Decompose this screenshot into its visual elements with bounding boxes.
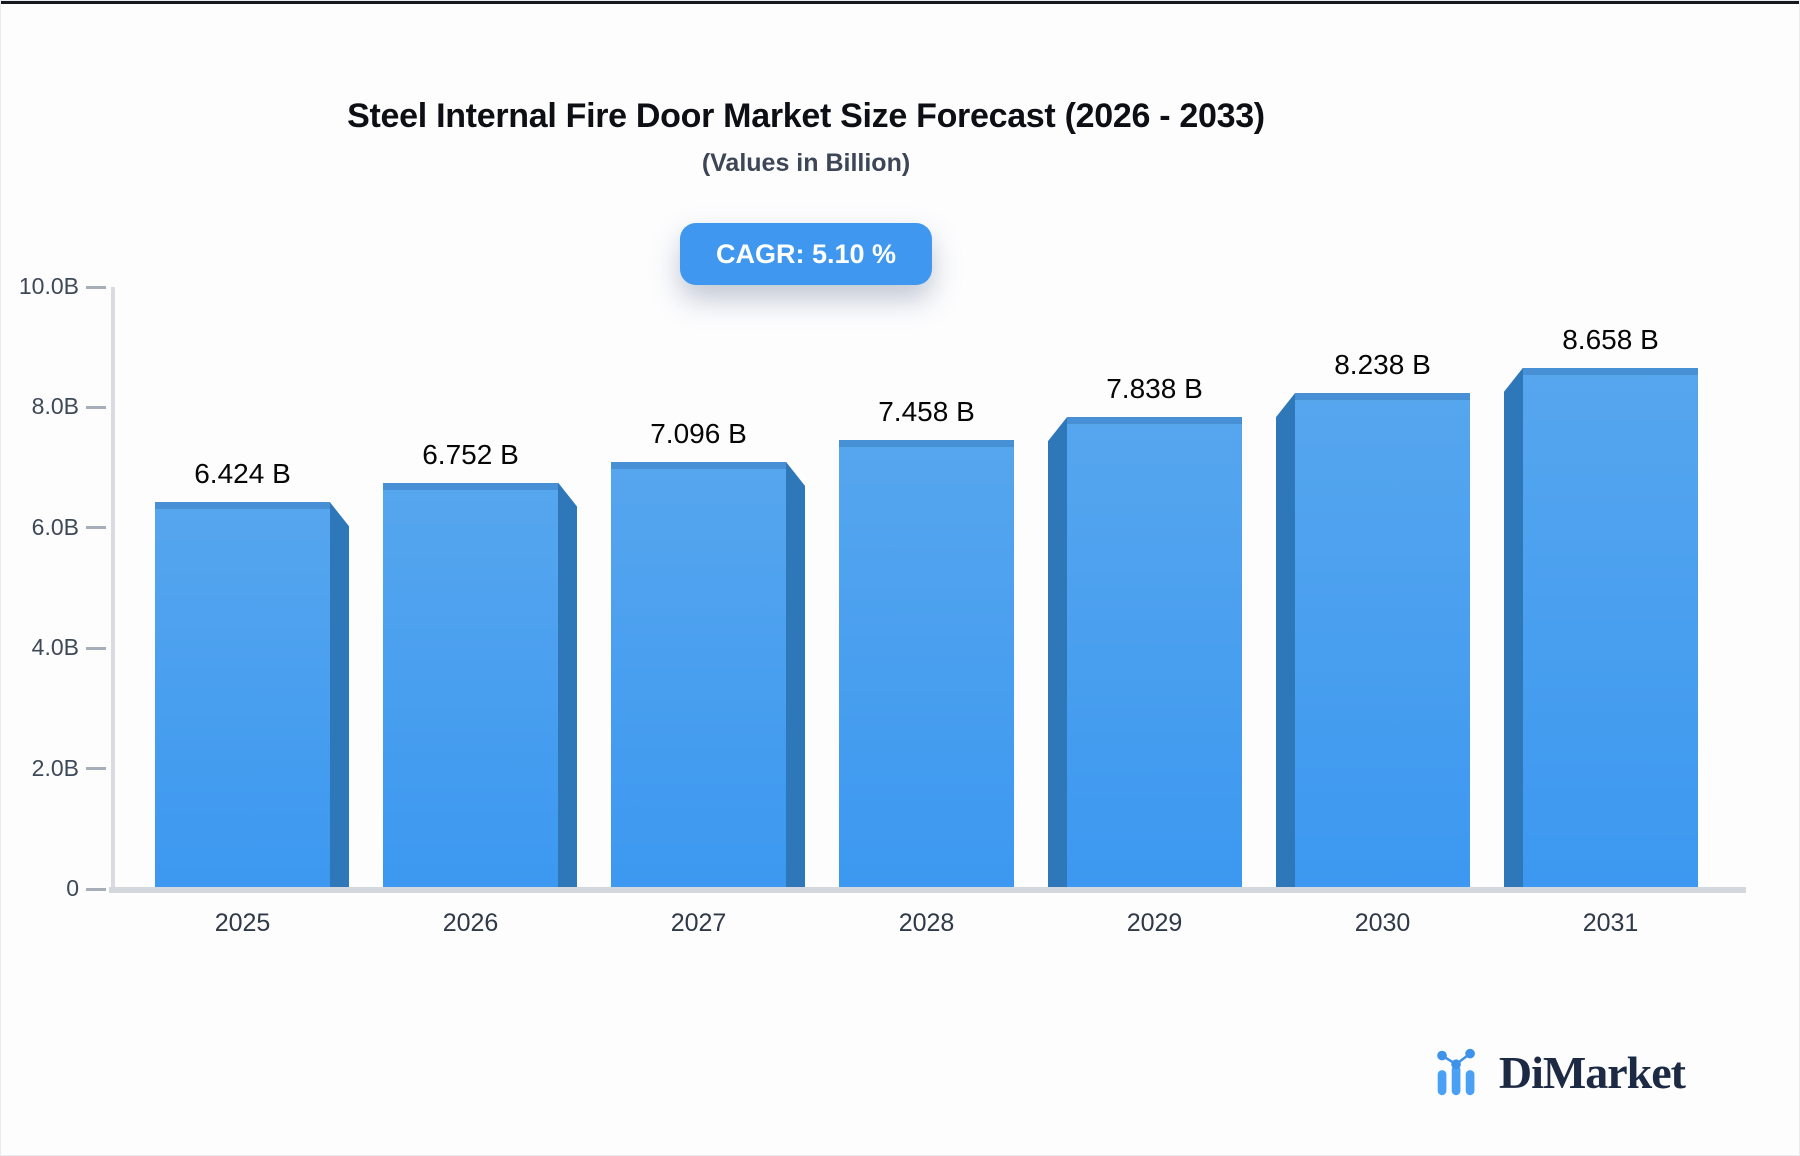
bar: [611, 461, 786, 887]
bar-top-face: [1067, 417, 1242, 425]
y-tick: [86, 405, 106, 409]
bar-side-face: [1504, 367, 1523, 887]
y-tick-label: 10.0B: [18, 273, 79, 299]
bar-value-label: 8.658 B: [1562, 323, 1659, 355]
x-axis-label: 2030: [1354, 909, 1411, 937]
logo-text: DiMarket: [1498, 1046, 1686, 1098]
y-tick: [86, 285, 106, 289]
bar: [1067, 417, 1242, 887]
bar-top-face: [155, 502, 330, 510]
bar-chart-logo-icon: [1437, 1048, 1475, 1096]
y-tick: [86, 767, 106, 771]
cagr-badge: CAGR: 5.10 %: [679, 223, 933, 285]
y-tick-label: 2.0B: [31, 754, 79, 781]
y-tick: [86, 646, 106, 650]
y-tick-label: 0: [66, 875, 79, 901]
bar-value-label: 7.458 B: [878, 396, 975, 428]
bar: [1295, 393, 1470, 887]
bar-value-label: 7.838 B: [1106, 373, 1203, 405]
bar: [839, 440, 1014, 887]
bar: [1523, 367, 1698, 887]
y-tick: [86, 526, 106, 530]
bar-side-face: [786, 461, 805, 887]
top-border: [1, 1, 1799, 4]
bar: [383, 482, 558, 887]
x-axis-label: 2026: [442, 909, 499, 937]
dimarket-logo: DiMarket: [1429, 1043, 1686, 1101]
bar-top-face: [1523, 367, 1698, 375]
x-axis-label: 2025: [214, 909, 271, 937]
y-tick-label: 6.0B: [31, 513, 79, 540]
chart-subtitle: (Values in Billion): [701, 149, 911, 177]
bar-side-face: [330, 502, 349, 887]
y-tick-label: 8.0B: [31, 393, 79, 420]
y-tick-label: 4.0B: [31, 634, 79, 661]
y-tick: [86, 887, 106, 891]
bar-value-label: 7.096 B: [650, 417, 747, 449]
bar: [155, 502, 330, 887]
bar-top-face: [839, 440, 1014, 448]
bar-value-label: 6.752 B: [422, 438, 519, 470]
bar-value-label: 6.424 B: [194, 458, 291, 490]
bar-value-label: 8.238 B: [1334, 349, 1431, 381]
x-axis-label: 2028: [898, 909, 955, 937]
bar-top-face: [611, 461, 786, 469]
x-axis-label: 2027: [670, 909, 727, 937]
x-axis-line: [109, 887, 1746, 893]
bar-top-face: [1295, 393, 1470, 401]
bar-side-face: [1048, 417, 1067, 887]
x-axis-label: 2029: [1126, 909, 1183, 937]
x-axis-label: 2031: [1582, 909, 1639, 937]
y-axis-line: [111, 287, 115, 889]
bar-side-face: [1276, 393, 1295, 887]
bar-side-face: [558, 482, 577, 887]
chart-title: Steel Internal Fire Door Market Size For…: [347, 97, 1265, 135]
bar-top-face: [383, 482, 558, 490]
